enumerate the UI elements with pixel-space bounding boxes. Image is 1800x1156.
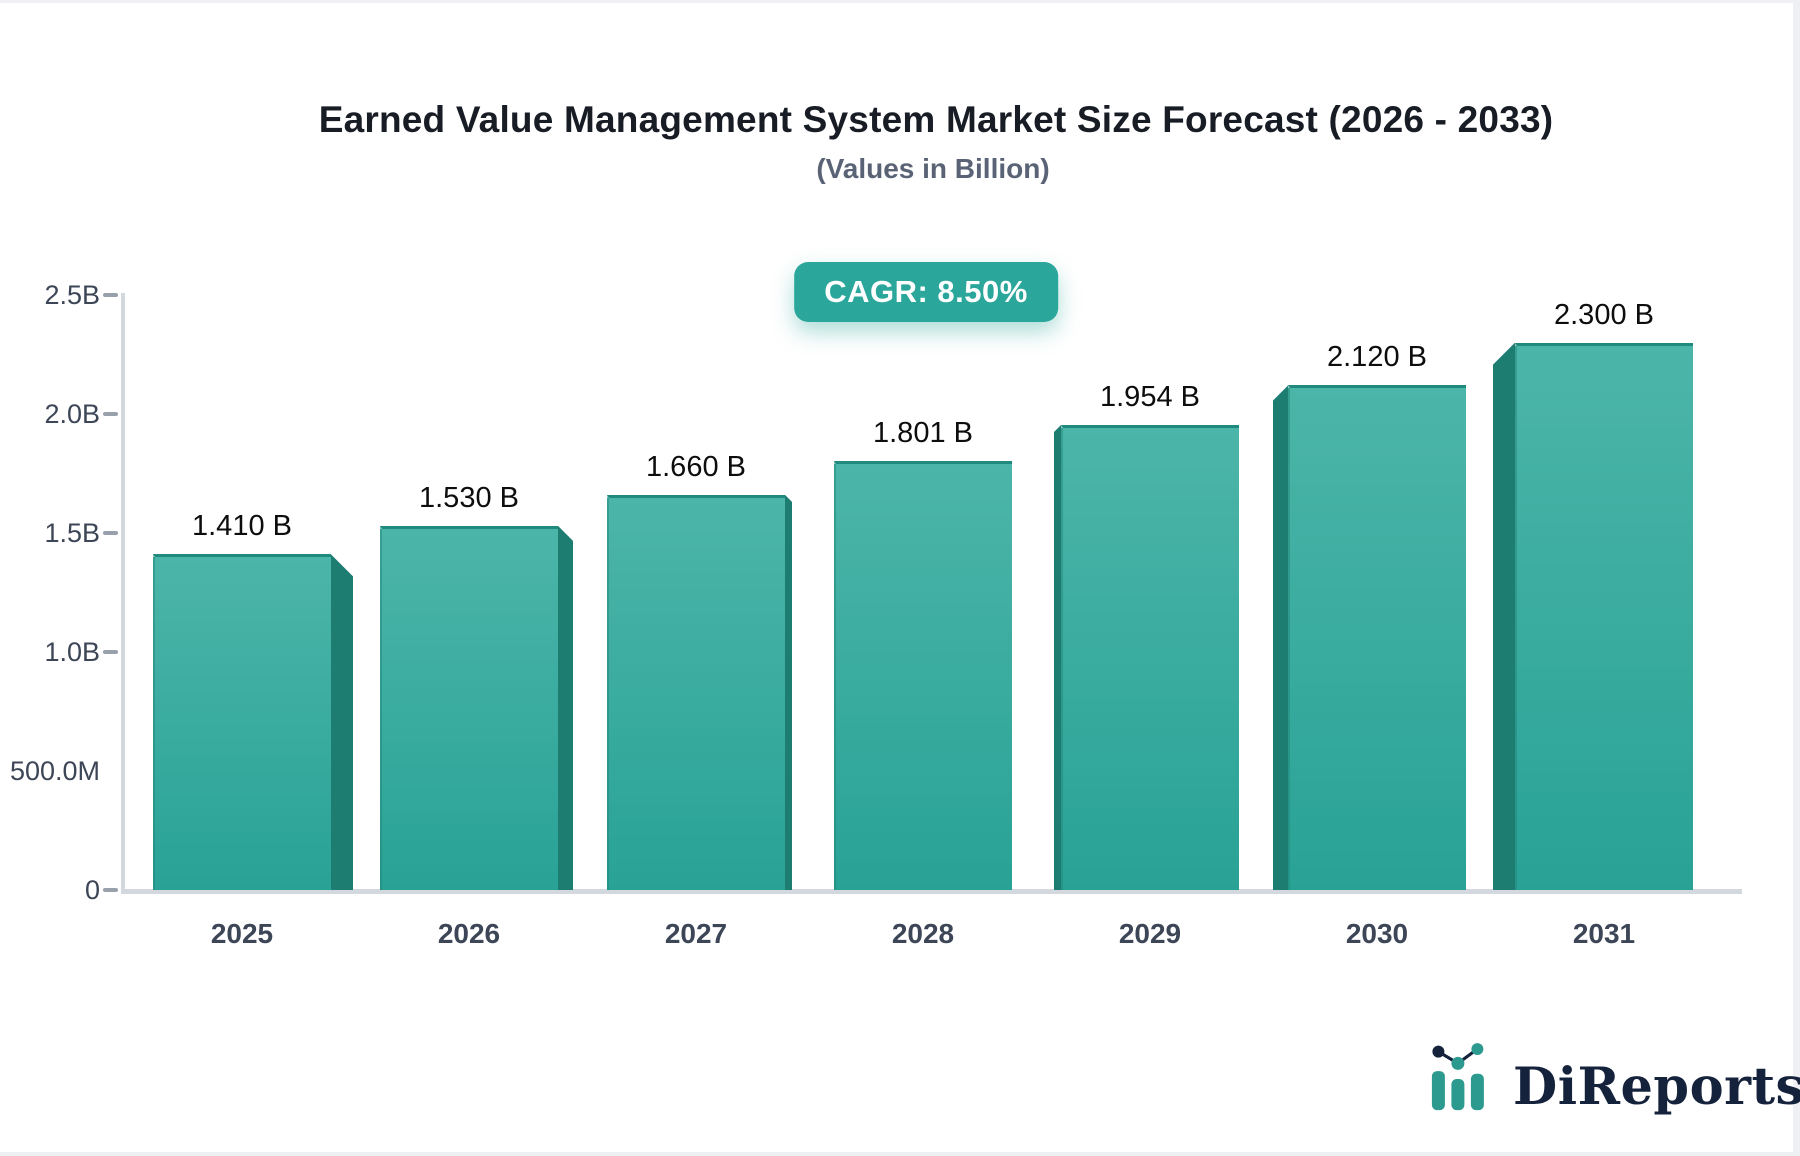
- y-tick-dash: [103, 531, 118, 535]
- bar-value-label: 1.410 B: [192, 510, 292, 543]
- logo-text: DiReports: [1513, 1057, 1800, 1117]
- y-tick-dash: [103, 293, 118, 297]
- y-tick-label: 1.5B: [44, 518, 100, 548]
- bar-line-chart-icon: [1431, 1043, 1484, 1111]
- x-axis-label-2030: 2030: [1345, 918, 1409, 949]
- bar-value-label: 2.120 B: [1327, 341, 1427, 374]
- y-tick-label: 1.0B: [44, 637, 100, 667]
- bar-2027[interactable]: [607, 494, 785, 890]
- bar-side-2029[interactable]: [1054, 424, 1061, 890]
- bar-side-2030[interactable]: [1273, 385, 1288, 890]
- bar-side-2031[interactable]: [1493, 342, 1515, 890]
- bar-2031[interactable]: [1515, 342, 1693, 890]
- y-tick-label: 2.5B: [44, 280, 100, 310]
- direports-logo: DiReports: [1428, 1037, 1800, 1113]
- cagr-badge: CAGR: 8.50%: [794, 262, 1058, 322]
- bar-2030[interactable]: [1288, 385, 1466, 890]
- y-tick-label: 2.0B: [44, 399, 100, 429]
- y-tick-label: 500.0M: [9, 756, 100, 786]
- x-axis-label-2025: 2025: [210, 918, 274, 949]
- chart-title: Earned Value Management System Market Si…: [318, 99, 1554, 140]
- y-tick-dash: [103, 412, 118, 416]
- x-axis-label-2026: 2026: [437, 918, 501, 949]
- x-axis-label-2028: 2028: [891, 918, 955, 949]
- y-tick-dash: [103, 650, 118, 654]
- bar-side-2026[interactable]: [558, 525, 573, 890]
- y-axis-line: [121, 293, 125, 894]
- bar-value-label: 2.300 B: [1554, 298, 1654, 331]
- bar-2029[interactable]: [1061, 424, 1239, 890]
- x-axis-line: [121, 889, 1742, 894]
- bar-value-label: 1.660 B: [646, 450, 746, 483]
- y-tick-label: 0: [84, 875, 100, 905]
- bar-2028[interactable]: [834, 461, 1012, 890]
- chart-card: Earned Value Management System Market Si…: [0, 3, 1800, 1152]
- y-tick-dash: [103, 888, 118, 892]
- x-axis-label-2027: 2027: [664, 918, 728, 949]
- bar-value-label: 1.801 B: [873, 417, 973, 450]
- bar-value-label: 1.954 B: [1100, 380, 1200, 413]
- bar-2025[interactable]: [153, 554, 331, 890]
- chart-subtitle: (Values in Billion): [816, 153, 1050, 184]
- x-axis-label-2031: 2031: [1572, 918, 1636, 949]
- bar-side-2025[interactable]: [331, 554, 353, 890]
- bar-2026[interactable]: [380, 525, 558, 890]
- x-axis-label-2029: 2029: [1118, 918, 1182, 949]
- bar-side-2027[interactable]: [785, 494, 792, 890]
- bar-value-label: 1.530 B: [419, 481, 519, 514]
